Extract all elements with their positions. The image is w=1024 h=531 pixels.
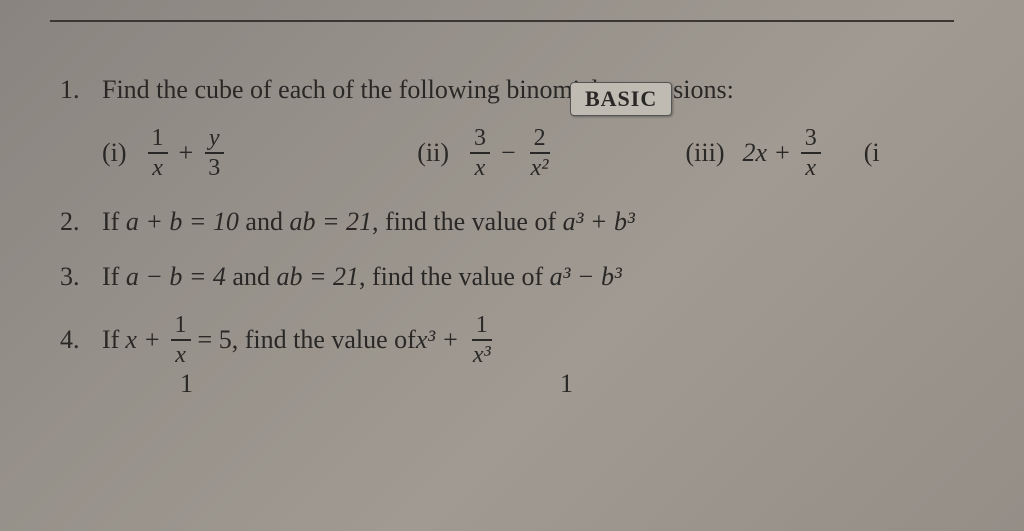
part-label: (i	[864, 138, 880, 168]
question-number: 2.	[60, 204, 102, 240]
equals: = 5	[198, 322, 232, 358]
text-pre: If	[102, 207, 126, 236]
part-ii: (ii) 3 x − 2 x²	[417, 126, 555, 180]
question-1-parts: (i) 1 x + y 3 (ii) 3 x − 2 x² (iii	[102, 126, 984, 180]
denominator: x	[171, 341, 190, 367]
part-label: (i)	[102, 138, 127, 168]
numerator: 1	[148, 126, 168, 154]
numerator: 3	[801, 126, 821, 154]
text-post: , find the value of	[359, 262, 550, 291]
fraction: 3 x	[470, 126, 490, 180]
operator: +	[443, 322, 458, 358]
denominator: x	[801, 154, 820, 180]
text-mid: and	[239, 207, 290, 236]
denominator: x²	[527, 154, 553, 180]
operator: +	[179, 138, 194, 168]
question-number: 1.	[60, 72, 102, 108]
question-2: 2. If a + b = 10 and ab = 21, find the v…	[60, 204, 984, 240]
numerator: 1	[472, 313, 492, 341]
question-3: 3. If a − b = 4 and ab = 21, find the va…	[60, 259, 984, 295]
part-label: (ii)	[417, 138, 449, 168]
question-text: Find the cube of each of the following b…	[102, 72, 984, 108]
text-pre: If	[102, 262, 126, 291]
operator: −	[501, 138, 516, 168]
math-expr: a − b = 4	[126, 262, 226, 291]
part-iv-cut: (i	[824, 138, 898, 168]
fraction: 3 x	[801, 126, 821, 180]
operator: +	[775, 138, 790, 168]
question-text: If a + b = 10 and ab = 21, find the valu…	[102, 204, 984, 240]
math-expr: a + b = 10	[126, 207, 239, 236]
denominator: x³	[469, 341, 495, 367]
math-expr: a³ − b³	[550, 262, 622, 291]
numerator: 1	[171, 313, 191, 341]
question-1: 1. Find the cube of each of the followin…	[60, 72, 984, 108]
question-4: 4. If x + 1 x = 5 , find the value of x³…	[60, 313, 984, 367]
difficulty-badge: BASIC	[570, 82, 672, 116]
question-text: If a − b = 4 and ab = 21, find the value…	[102, 259, 984, 295]
horizontal-rule	[50, 20, 954, 22]
text-post: , find the value of	[372, 207, 563, 236]
numerator: 2	[530, 126, 550, 154]
part-i: (i) 1 x + y 3	[102, 126, 227, 180]
numerator: 3	[470, 126, 490, 154]
page-content: BASIC 1. Find the cube of each of the fo…	[0, 0, 1024, 405]
fraction: 1 x³	[469, 313, 495, 367]
question-text: If x + 1 x = 5 , find the value of x³ + …	[102, 313, 984, 367]
part-iii: (iii) 2x + 3 x	[686, 126, 824, 180]
fraction: y 3	[204, 126, 224, 180]
denominator: 3	[204, 154, 224, 180]
text-mid: and	[226, 262, 277, 291]
operator: +	[145, 322, 160, 358]
cut-fragment: 1	[560, 369, 573, 399]
numerator: y	[205, 126, 224, 154]
fraction: 1 x	[148, 126, 168, 180]
term: 2x	[743, 138, 768, 168]
text-pre: If	[102, 322, 119, 358]
cut-fragment: 1	[180, 369, 193, 399]
term: x³	[416, 322, 435, 358]
fraction: 2 x²	[527, 126, 553, 180]
question-number: 3.	[60, 259, 102, 295]
text-post: , find the value of	[232, 322, 416, 358]
question-number: 4.	[60, 322, 102, 358]
denominator: x	[471, 154, 490, 180]
denominator: x	[148, 154, 167, 180]
math-expr: ab = 21	[289, 207, 372, 236]
fraction: 1 x	[171, 313, 191, 367]
term: x	[125, 322, 137, 358]
part-label: (iii)	[686, 138, 725, 168]
math-expr: a³ + b³	[563, 207, 635, 236]
math-expr: ab = 21	[276, 262, 359, 291]
